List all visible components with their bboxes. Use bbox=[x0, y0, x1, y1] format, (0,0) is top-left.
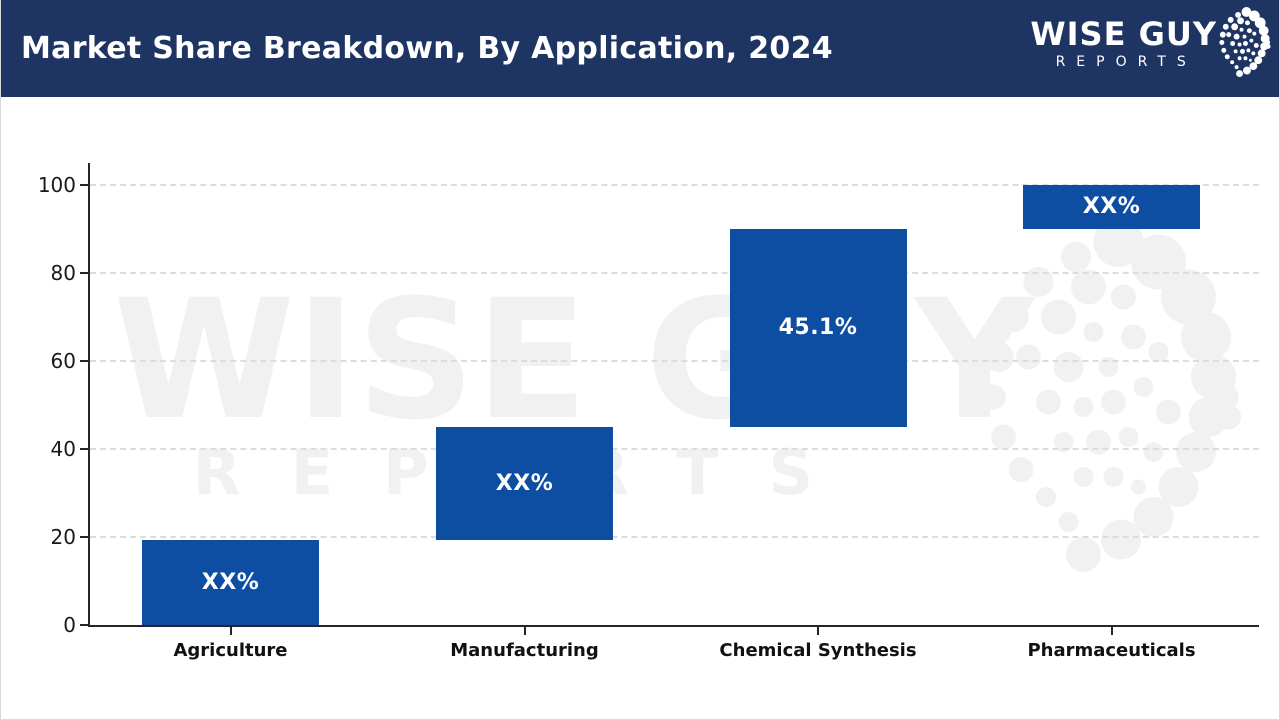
y-tick-mark bbox=[80, 271, 89, 274]
y-tick-mark bbox=[80, 535, 89, 538]
gridline bbox=[90, 447, 1259, 450]
brand-logo: WISE GUY REPORTS bbox=[1030, 6, 1275, 80]
bar-agriculture: XX% bbox=[142, 540, 319, 625]
gridline bbox=[90, 271, 1259, 274]
gridline bbox=[90, 535, 1259, 538]
x-axis-label-chemical-synthesis: Chemical Synthesis bbox=[719, 640, 917, 661]
x-tick-mark bbox=[1110, 627, 1113, 635]
y-tick-mark bbox=[80, 359, 89, 362]
brand-logo-text: WISE GUY REPORTS bbox=[1030, 18, 1217, 69]
bar-value-label: XX% bbox=[495, 471, 554, 497]
y-axis-line bbox=[88, 163, 90, 627]
bar-value-label: XX% bbox=[1082, 194, 1141, 220]
x-tick-mark bbox=[817, 627, 819, 635]
bar-manufacturing: XX% bbox=[436, 427, 613, 541]
brand-name: WISE GUY bbox=[1030, 14, 1217, 53]
x-tick-mark bbox=[523, 627, 526, 635]
y-tick-label: 0 bbox=[63, 613, 76, 637]
bar-pharmaceuticals: XX% bbox=[1023, 184, 1200, 229]
x-axis-label-pharmaceuticals: Pharmaceuticals bbox=[1027, 640, 1196, 661]
bar-chemical-synthesis: 45.1% bbox=[729, 228, 907, 428]
bar-value-label: 45.1% bbox=[778, 315, 858, 341]
head-logo-icon bbox=[1219, 7, 1271, 77]
y-tick-mark bbox=[80, 447, 89, 450]
y-tick-label: 40 bbox=[50, 436, 76, 461]
gridline bbox=[90, 183, 1259, 186]
y-tick-label: 100 bbox=[37, 172, 76, 197]
bar-value-label: XX% bbox=[201, 570, 260, 596]
y-tick-label: 80 bbox=[50, 260, 76, 285]
x-axis-label-agriculture: Agriculture bbox=[173, 640, 288, 661]
brand-subname: REPORTS bbox=[1055, 53, 1197, 70]
y-tick-label: 60 bbox=[50, 348, 76, 373]
y-tick-label: 20 bbox=[50, 524, 76, 549]
y-tick-mark bbox=[80, 183, 89, 186]
header-bar: Market Share Breakdown, By Application, … bbox=[1, 0, 1279, 97]
x-tick-mark bbox=[229, 627, 232, 635]
gridline bbox=[90, 359, 1259, 362]
chart-title: Market Share Breakdown, By Application, … bbox=[21, 31, 833, 66]
y-tick-mark bbox=[80, 624, 89, 626]
x-axis-label-manufacturing: Manufacturing bbox=[450, 640, 599, 661]
x-axis-line bbox=[88, 625, 1259, 627]
